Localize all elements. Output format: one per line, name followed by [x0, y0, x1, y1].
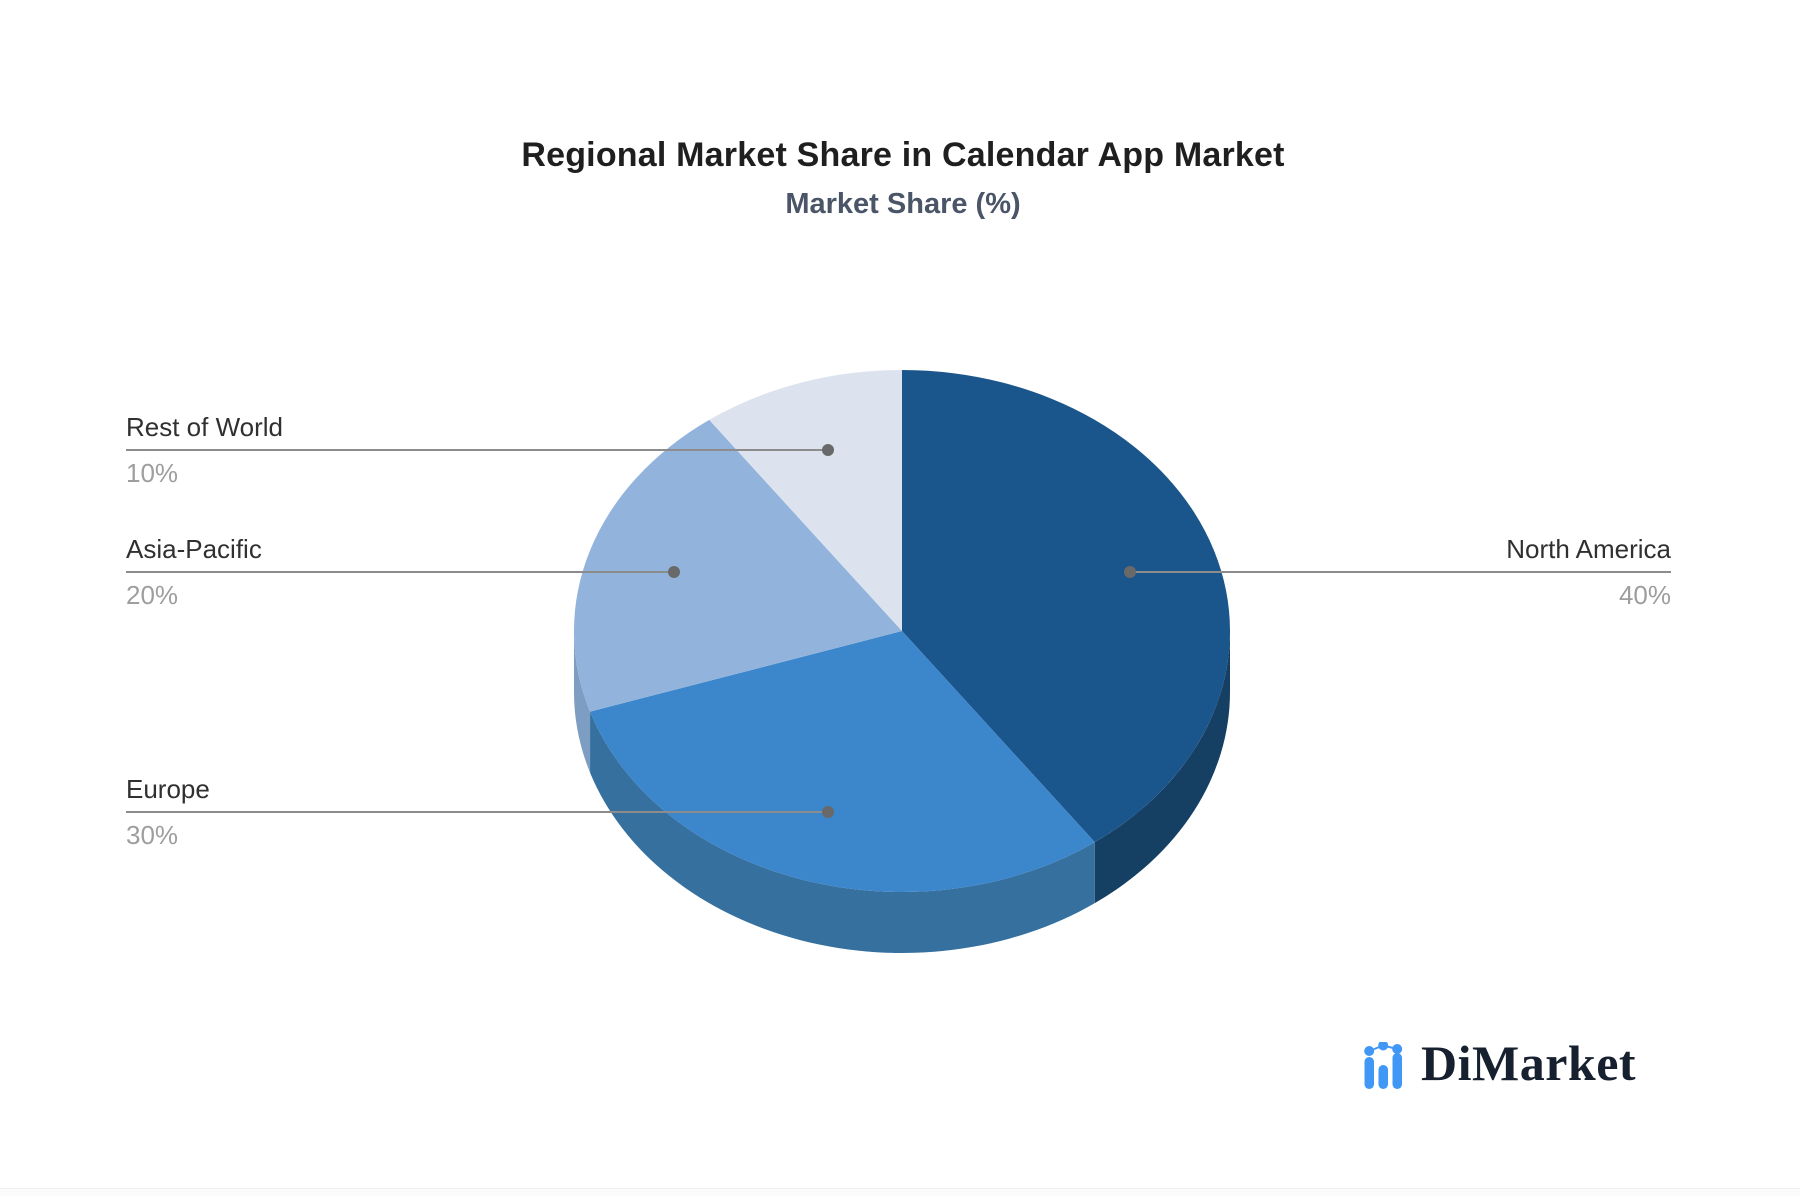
pie-slice-Europe [590, 631, 1095, 893]
pie-side-Asia-Pacific [574, 631, 591, 773]
slice-value: 30% [126, 820, 179, 850]
slice-label: Rest of World [126, 412, 284, 442]
pie-callout-rest-of-world: Rest of World 10% [126, 412, 546, 489]
slice-value: 40% [1618, 580, 1671, 610]
bar-line-chart-icon [1364, 1042, 1403, 1089]
leader-dot-Asia-Pacific [668, 566, 680, 578]
chart-title: Regional Market Share in Calendar App Ma… [521, 136, 1285, 174]
leader-dot-North America [1124, 566, 1136, 578]
logo-text: DiMarket [1421, 1035, 1637, 1091]
pie-callout-asia-pacific: Asia-Pacific 20% [126, 534, 546, 611]
page-bottom-edge [0, 1188, 1800, 1196]
pie-side-Europe [590, 711, 1095, 953]
slice-label: Asia-Pacific [126, 534, 262, 564]
slice-value: 20% [126, 580, 179, 610]
slice-value: 10% [126, 458, 179, 488]
leader-dot-Europe [822, 806, 834, 818]
chart-subtitle: Market Share (%) [785, 188, 1021, 220]
pie-slice-Asia-Pacific [574, 419, 902, 712]
pie-slice-North America [902, 370, 1230, 843]
pie-side-North America [1094, 631, 1230, 904]
slice-label: Europe [126, 774, 210, 804]
dimarket-logo: DiMarket [1364, 1036, 1636, 1092]
pie-callout-north-america: North America 40% [1251, 534, 1671, 611]
pie-slice-Rest of World [709, 370, 902, 631]
pie-callout-europe: Europe 30% [126, 774, 546, 851]
leader-dot-Rest of World [822, 444, 834, 456]
slice-label: North America [1506, 534, 1671, 564]
